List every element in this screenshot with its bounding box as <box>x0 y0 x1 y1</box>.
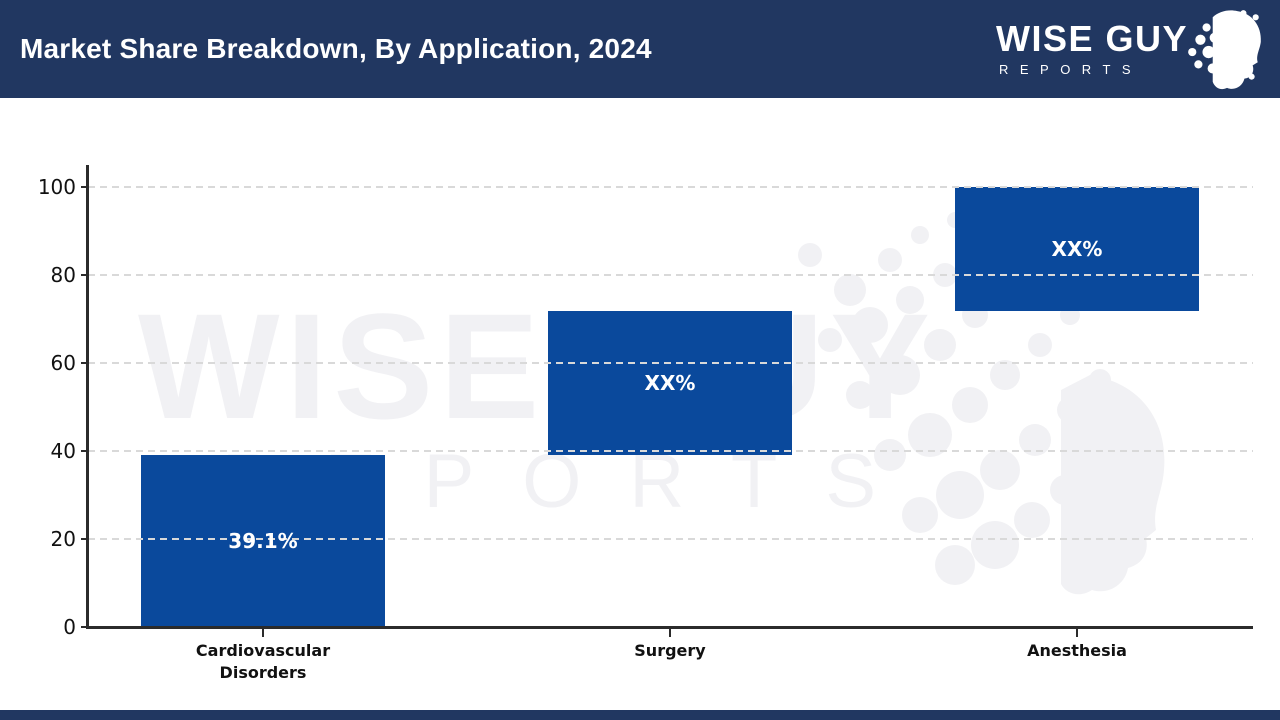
category-label-3: Anesthesia <box>1027 641 1127 660</box>
bar-1 <box>141 454 385 627</box>
y-tick-label-100: 100 <box>37 175 76 199</box>
y-tick-0 <box>81 626 88 628</box>
gridline-20 <box>88 538 1253 540</box>
page-title: Market Share Breakdown, By Application, … <box>20 33 652 64</box>
x-tick-1 <box>262 629 264 637</box>
footer-bar <box>0 710 1280 720</box>
bar-2 <box>548 311 792 455</box>
watermark-wordmark: WISE GUY <box>138 282 937 450</box>
x-tick-2 <box>669 629 671 637</box>
category-label-1: Cardiovascular Disorders <box>195 641 331 682</box>
x-axis-line <box>86 626 1253 629</box>
y-tick-label-80: 80 <box>50 263 76 287</box>
y-tick-20 <box>81 538 88 540</box>
y-tick-40 <box>81 450 88 452</box>
wise-guy-logo: WISE GUY REPORTS <box>996 5 1280 93</box>
bar-3 <box>955 187 1199 312</box>
gridline-60 <box>88 362 1253 364</box>
gridline-40 <box>88 450 1253 452</box>
gridline-80 <box>88 274 1253 276</box>
logo-subtext: REPORTS <box>998 62 1143 77</box>
logo-wordmark: WISE GUY <box>995 18 1188 59</box>
y-tick-80 <box>81 274 88 276</box>
header-bar: Market Share Breakdown, By Application, … <box>0 0 1280 98</box>
bar-value-label-2: XX% <box>644 371 696 396</box>
y-axis-line <box>86 165 89 629</box>
gridline-100 <box>88 186 1253 188</box>
logo-face-icon <box>1188 10 1261 90</box>
bar-value-label-1: 39.1% <box>228 528 298 553</box>
y-tick-60 <box>81 362 88 364</box>
y-tick-label-0: 0 <box>63 615 76 639</box>
y-tick-label-60: 60 <box>50 351 76 375</box>
y-tick-label-20: 20 <box>50 527 76 551</box>
category-label-2: Surgery <box>634 641 706 660</box>
y-tick-100 <box>81 186 88 188</box>
y-tick-label-40: 40 <box>50 439 76 463</box>
bar-value-label-3: XX% <box>1051 237 1103 262</box>
logo-text: WISE GUY REPORTS <box>995 18 1188 78</box>
x-tick-3 <box>1076 629 1078 637</box>
